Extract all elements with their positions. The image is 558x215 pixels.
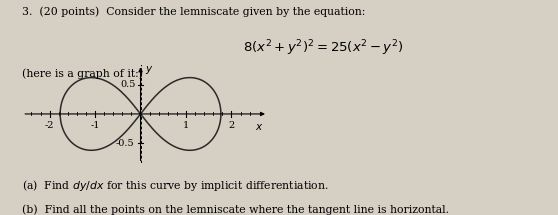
Text: 3.  (20 points)  Consider the lemniscate given by the equation:: 3. (20 points) Consider the lemniscate g… <box>22 6 365 17</box>
Text: $y$: $y$ <box>145 64 153 77</box>
Text: -2: -2 <box>45 121 54 130</box>
Text: (b)  Find all the points on the lemniscate where the tangent line is horizontal.: (b) Find all the points on the lemniscat… <box>22 204 449 215</box>
Text: $8(x^2 + y^2)^2 = 25(x^2 - y^2)$: $8(x^2 + y^2)^2 = 25(x^2 - y^2)$ <box>243 39 404 58</box>
Text: (here is a graph of it:): (here is a graph of it:) <box>22 69 143 79</box>
Text: 0.5: 0.5 <box>121 80 136 89</box>
Text: -0.5: -0.5 <box>115 138 134 147</box>
Text: -1: -1 <box>90 121 100 130</box>
Text: 2: 2 <box>228 121 234 130</box>
Text: $x$: $x$ <box>255 121 263 132</box>
Text: 1: 1 <box>183 121 189 130</box>
Text: (a)  Find $dy/dx$ for this curve by implicit differentiation.: (a) Find $dy/dx$ for this curve by impli… <box>22 178 329 194</box>
